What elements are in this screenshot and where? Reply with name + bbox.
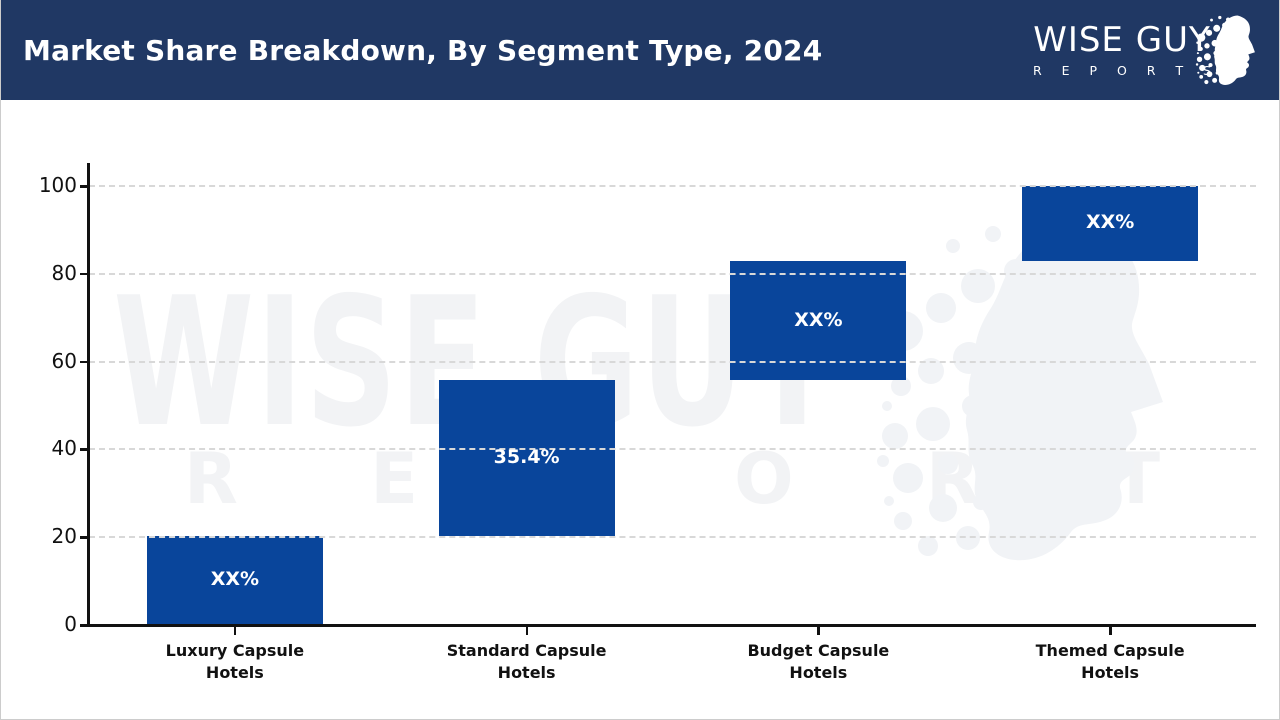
- bar-segment: [438, 380, 615, 536]
- x-category-label: Themed Capsule Hotels: [960, 640, 1260, 683]
- x-category-label: Budget Capsule Hotels: [668, 640, 968, 683]
- gridline-40: [89, 448, 1256, 451]
- y-tick-mark: [80, 448, 87, 451]
- x-tick-mark: [233, 627, 237, 635]
- x-category-line: Luxury Capsule: [165, 641, 305, 660]
- bar-value-label: XX%: [1085, 211, 1135, 234]
- y-tick-label: 20: [51, 524, 77, 549]
- y-tick-mark: [80, 272, 87, 276]
- wiseguy-face-icon: [1195, 9, 1257, 91]
- x-category-line: Hotels: [789, 662, 848, 682]
- header: Market Share Breakdown, By Segment Type,…: [1, 0, 1279, 100]
- wiseguy-logo: WISE GUY R E P O R T S: [1033, 9, 1257, 91]
- bar-value-label: XX%: [210, 568, 260, 591]
- gridline-100: [89, 185, 1256, 187]
- y-tick-label: 0: [64, 612, 77, 636]
- y-tick-label: 80: [51, 260, 77, 285]
- x-tick-mark: [525, 627, 529, 635]
- bar-value-label: 35.4%: [493, 446, 560, 469]
- x-category-line: Budget Capsule: [747, 641, 890, 660]
- logo-name: WISE GUY: [1033, 19, 1211, 60]
- y-tick-mark: [80, 360, 87, 364]
- y-tick-label: 40: [51, 436, 77, 461]
- bar-value-label: XX%: [794, 308, 843, 331]
- bar-segment: [146, 535, 323, 625]
- x-tick-mark: [817, 627, 820, 635]
- bar-segment: [1022, 186, 1199, 261]
- x-category-line: Hotels: [497, 662, 556, 682]
- y-tick-mark: [80, 624, 87, 627]
- x-category-line: Standard Capsule: [446, 641, 607, 660]
- y-axis-line: [87, 163, 90, 627]
- gridline-20: [89, 536, 1256, 539]
- wiseguy-logo-text: WISE GUY R E P O R T S: [1033, 23, 1211, 78]
- x-category-label: Luxury Capsule Hotels: [85, 640, 385, 683]
- x-category-line: Themed Capsule: [1035, 641, 1185, 660]
- y-tick-label: 100: [38, 173, 77, 197]
- y-tick-mark: [80, 185, 87, 188]
- gridline-60: [89, 360, 1256, 363]
- x-tick-mark: [1109, 627, 1112, 635]
- x-category-label: Standard Capsule Hotels: [377, 640, 677, 683]
- y-tick-label: 60: [51, 348, 77, 373]
- x-category-line: Hotels: [1081, 662, 1140, 682]
- y-tick-mark: [80, 536, 87, 539]
- x-axis-line: [87, 624, 1256, 627]
- x-category-line: Hotels: [205, 662, 264, 682]
- chart-title: Market Share Breakdown, By Segment Type,…: [23, 33, 823, 67]
- bar-segment: [730, 260, 907, 381]
- gridline-80: [89, 272, 1256, 275]
- logo-subtitle: R E P O R T S: [1032, 62, 1219, 78]
